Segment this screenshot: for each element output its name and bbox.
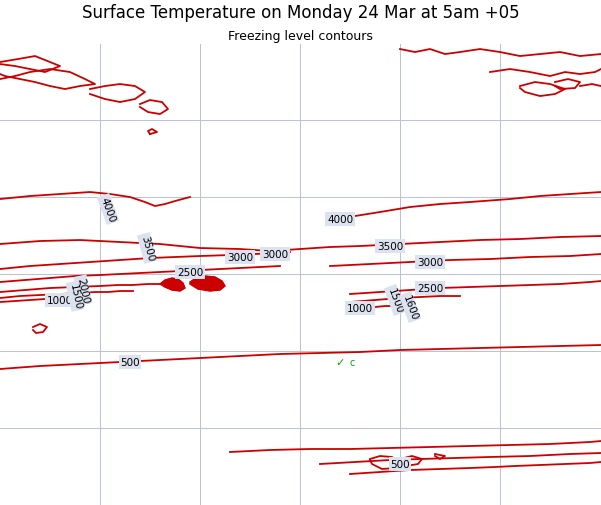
Text: 2500: 2500 <box>177 268 203 277</box>
Text: 3500: 3500 <box>139 235 155 263</box>
Polygon shape <box>190 276 225 291</box>
Text: 2500: 2500 <box>417 283 443 293</box>
Text: c: c <box>349 358 355 367</box>
Text: 1500: 1500 <box>386 286 404 315</box>
Text: 500: 500 <box>390 459 410 469</box>
Polygon shape <box>160 278 185 291</box>
Text: 3500: 3500 <box>377 241 403 251</box>
Text: 1500: 1500 <box>67 283 82 310</box>
Text: 1000: 1000 <box>47 295 73 306</box>
Text: 2000: 2000 <box>75 277 91 304</box>
Text: 3000: 3000 <box>227 252 253 263</box>
Text: 1600: 1600 <box>401 293 419 321</box>
Text: ✓: ✓ <box>335 358 345 367</box>
Text: 3000: 3000 <box>262 249 288 260</box>
Text: Freezing level contours: Freezing level contours <box>228 30 373 43</box>
Text: 4000: 4000 <box>99 195 117 224</box>
Text: 500: 500 <box>120 358 140 367</box>
Text: 1000: 1000 <box>347 304 373 314</box>
Text: 4000: 4000 <box>327 215 353 225</box>
Text: Surface Temperature on Monday 24 Mar at 5am +05: Surface Temperature on Monday 24 Mar at … <box>82 4 519 22</box>
Text: 3000: 3000 <box>417 258 443 268</box>
